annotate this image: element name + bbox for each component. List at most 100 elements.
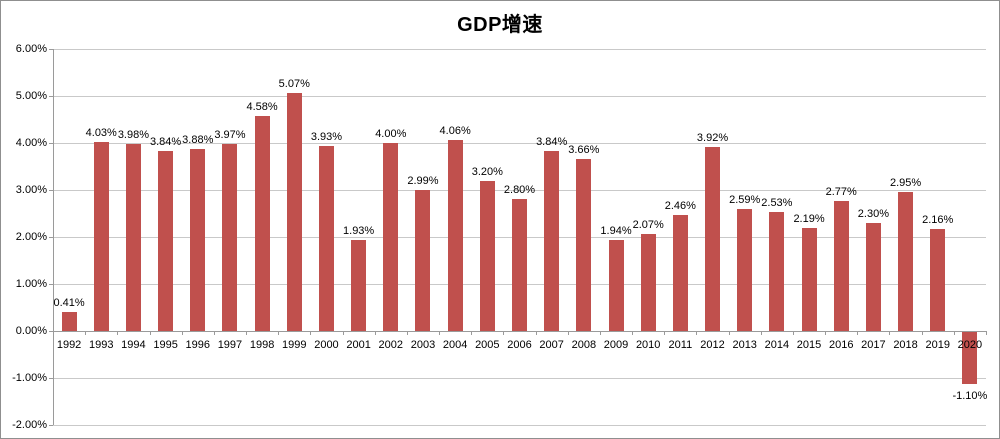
x-axis-label-2014: 2014 (764, 339, 790, 351)
x-axis-label-1992: 1992 (56, 339, 82, 351)
y-axis-label: 1.00% (15, 278, 47, 290)
bar-value-label-2001: 1.93% (343, 225, 375, 238)
bar-2001 (351, 240, 367, 331)
bar-value-label-2013: 2.59% (729, 194, 761, 207)
x-axis-tick (374, 331, 376, 335)
x-axis-tick (857, 331, 859, 335)
bar-2004 (447, 140, 463, 331)
bar-2014 (769, 212, 785, 331)
bar-value-label-2014: 2.53% (761, 197, 793, 210)
bar-value-label-2017: 2.30% (857, 207, 889, 220)
bar-value-label-2009: 1.94% (600, 224, 632, 237)
y-axis-label: -1.00% (12, 372, 47, 384)
x-axis-tick (85, 331, 87, 335)
bar-1995 (158, 150, 174, 331)
y-axis-tick (49, 49, 53, 50)
bar-value-label-2005: 3.20% (471, 165, 503, 178)
x-axis-label-2017: 2017 (861, 339, 886, 351)
bar-2018 (898, 192, 914, 331)
gridline-5.00% (53, 96, 986, 97)
bar-2007 (544, 150, 560, 331)
x-axis-tick (53, 331, 54, 335)
bar-2020 (962, 332, 978, 384)
bar-value-label-2011: 2.46% (664, 200, 696, 213)
x-axis-label-2004: 2004 (442, 339, 468, 351)
x-axis-tick (921, 331, 923, 335)
bar-1992 (61, 311, 77, 331)
bar-1997 (222, 144, 238, 331)
bar-1998 (254, 115, 270, 331)
y-axis-line (53, 49, 54, 425)
x-axis-label-2001: 2001 (346, 339, 371, 351)
bar-value-label-2002: 4.00% (375, 128, 407, 140)
x-axis-tick (728, 331, 730, 335)
x-axis-label-2010: 2010 (635, 339, 661, 351)
x-axis-tick (792, 331, 794, 335)
x-axis-label-2018: 2018 (893, 339, 918, 351)
bar-2011 (672, 215, 688, 331)
x-axis-label-1994: 1994 (121, 339, 146, 351)
x-axis-label-2012: 2012 (700, 339, 725, 351)
x-axis-tick (825, 331, 827, 335)
bar-value-label-2016: 2.77% (825, 185, 857, 198)
bar-value-label-2004: 4.06% (439, 125, 471, 138)
bar-2019 (930, 229, 946, 331)
x-axis-tick (696, 331, 698, 335)
x-axis-tick (760, 331, 762, 335)
x-axis-label-1995: 1995 (153, 339, 178, 351)
x-axis-tick (664, 331, 666, 335)
gridline-3.00% (53, 190, 986, 191)
x-axis-tick (535, 331, 537, 335)
bar-value-label-1992: 0.41% (53, 296, 85, 309)
x-axis-tick (181, 331, 183, 335)
bar-2005 (479, 180, 495, 331)
bar-1993 (93, 141, 109, 331)
bar-2009 (608, 239, 624, 331)
bar-1999 (286, 92, 302, 331)
x-axis-label-2003: 2003 (410, 339, 436, 351)
y-axis-tick (49, 425, 53, 426)
x-axis-line (53, 331, 986, 332)
bar-value-label-2003: 2.99% (407, 175, 439, 188)
gridline-4.00% (53, 143, 986, 144)
x-axis-tick (342, 331, 344, 335)
x-axis-tick (149, 331, 151, 335)
x-axis-tick (953, 331, 955, 335)
bar-value-label-1998: 4.58% (246, 100, 278, 113)
bar-2000 (318, 146, 334, 331)
bar-1994 (125, 143, 141, 331)
x-axis-tick (599, 331, 601, 335)
y-axis-tick (49, 190, 53, 191)
y-axis-label: 3.00% (15, 184, 47, 196)
bar-value-label-2019: 2.16% (922, 214, 954, 227)
x-axis-tick (889, 331, 891, 335)
bar-1996 (190, 148, 206, 331)
x-axis-tick (503, 331, 505, 335)
bar-value-label-2012: 3.92% (696, 131, 729, 144)
x-axis-label-2000: 2000 (314, 339, 339, 351)
x-axis-label-2006: 2006 (507, 339, 532, 351)
bar-value-label-1997: 3.97% (214, 129, 246, 142)
y-axis-tick (49, 143, 53, 144)
y-axis-tick (49, 331, 53, 332)
x-axis-tick (310, 331, 312, 335)
bar-value-label-1994: 3.98% (117, 128, 150, 141)
x-axis-label-2016: 2016 (828, 339, 854, 351)
bar-2002 (383, 143, 399, 331)
x-axis-tick (406, 331, 408, 335)
x-axis-label-2005: 2005 (475, 339, 500, 351)
y-axis-label: 6.00% (15, 43, 47, 55)
bar-value-label-2000: 3.93% (310, 131, 343, 144)
x-axis-tick (632, 331, 634, 335)
y-axis-label: 2.00% (15, 231, 47, 243)
y-axis-tick (49, 284, 53, 285)
gridline--1.00% (53, 378, 986, 379)
x-axis-tick (246, 331, 248, 335)
y-axis-label: 5.00% (15, 90, 47, 102)
bar-value-label-2018: 2.95% (889, 177, 922, 190)
bar-2012 (705, 146, 721, 331)
bar-2003 (415, 190, 431, 331)
x-axis-label-2008: 2008 (571, 339, 597, 351)
